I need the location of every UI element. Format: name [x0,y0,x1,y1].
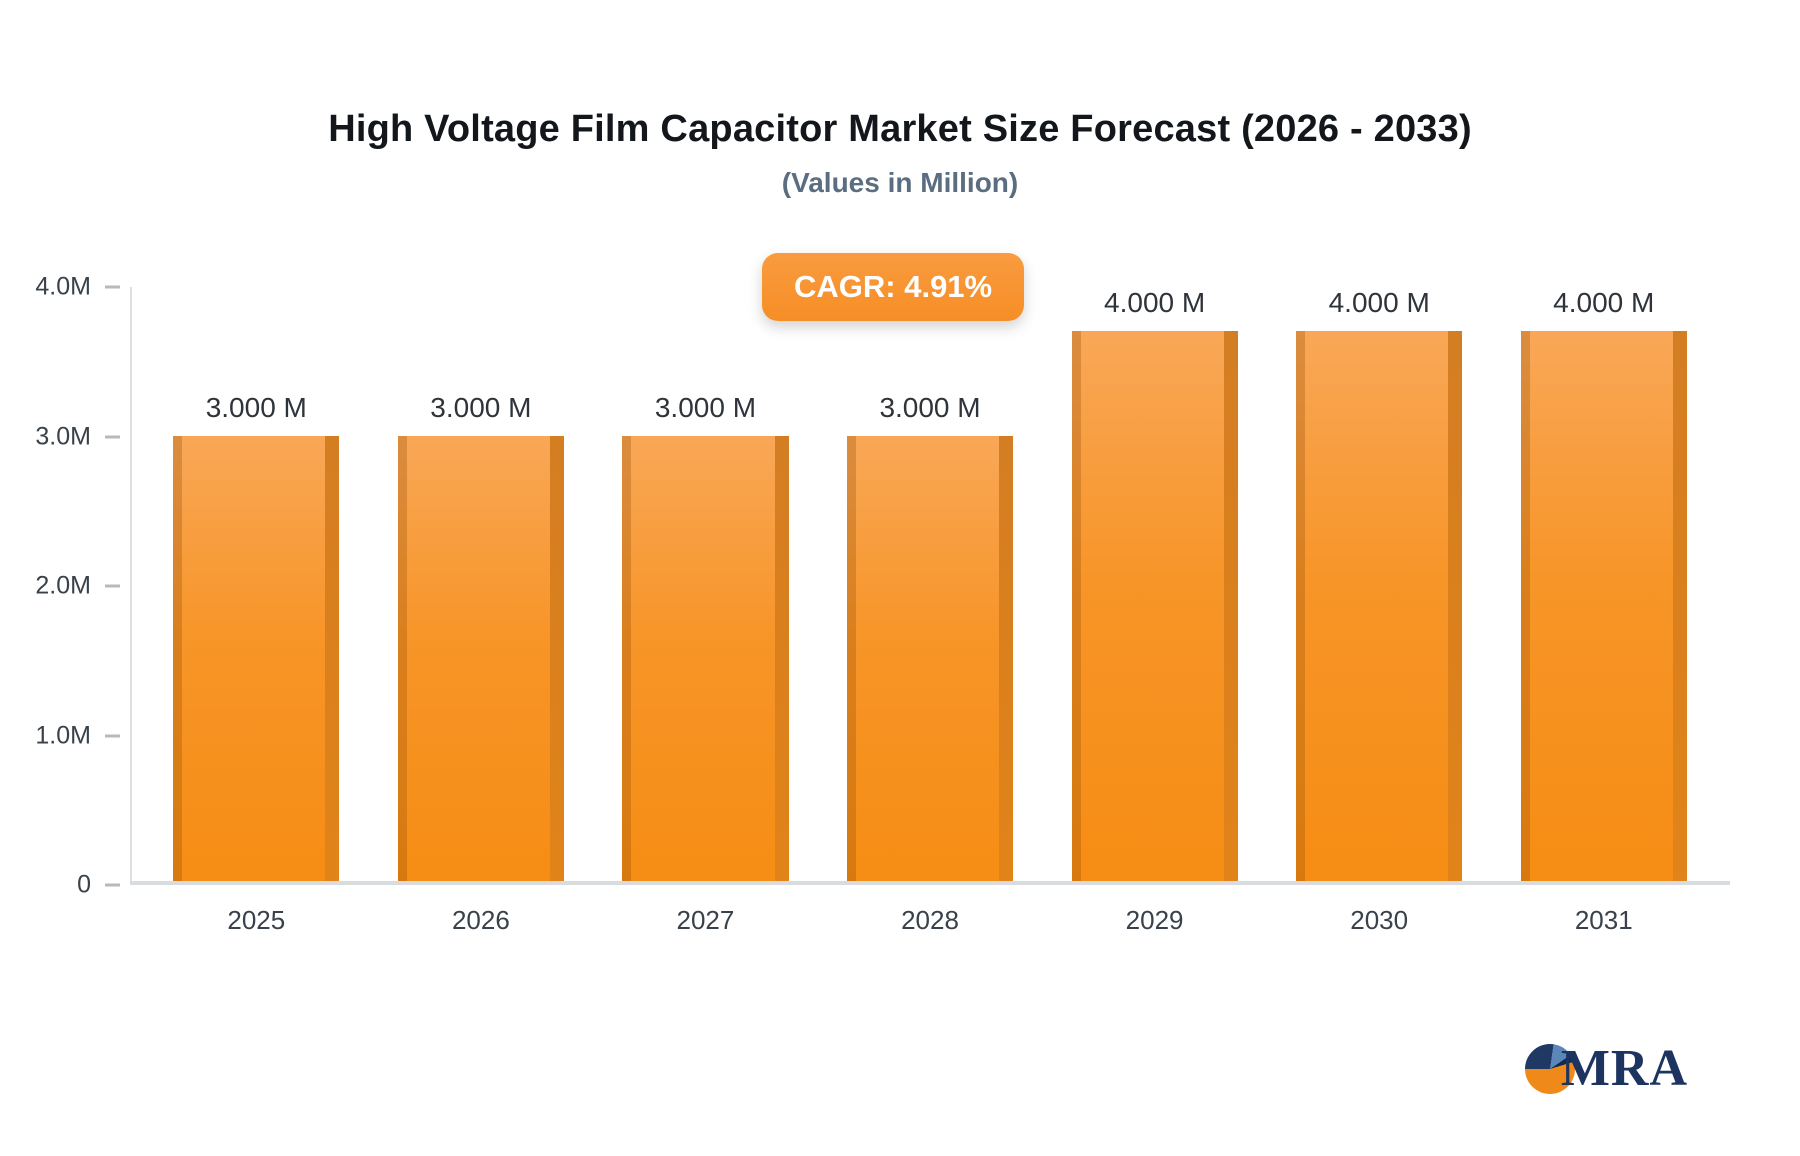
y-tick-dash [105,883,120,887]
bar-2029[interactable] [1071,331,1238,881]
bar-slot: 3.000 M [593,287,818,881]
y-tick-label: 0 [77,870,91,899]
chart-area: CAGR: 4.91% 3.000 M 3.000 M 3.000 M 3.000 M… [35,253,1730,899]
x-labels: 2025 2026 2027 2028 2029 2030 2031 [130,905,1730,936]
x-tick-label: 2026 [451,905,510,935]
bar-slot: 4.000 M [1267,287,1492,881]
y-tick-label: 3.0M [35,422,91,450]
bar-value-label: 3.000 M [654,391,757,423]
bar-slot: 3.000 M [144,287,369,881]
y-tick: 0 [10,871,130,900]
y-tick-label: 4.0M [35,272,91,301]
chart-title: High Voltage Film Capacitor Market Size … [328,108,1472,150]
x-tick-label: 2027 [676,905,735,935]
y-tick: 4.0M [10,273,130,302]
bar-value-label: 3.000 M [205,391,307,423]
bar-2031[interactable] [1520,331,1688,881]
x-tick-label: 2025 [227,905,286,935]
plot-area: 3.000 M 3.000 M 3.000 M 3.000 M 4.000 M 4.000… [130,287,1730,885]
bar-2025[interactable] [173,435,340,881]
bar-value-label: 4.000 M [1553,287,1655,318]
bar-2030[interactable] [1296,331,1463,881]
bar-slot: 4.000 M [1491,287,1716,881]
bar-2026[interactable] [397,435,565,881]
bar-value-label: 3.000 M [879,391,981,423]
y-tick-dash [105,734,120,737]
y-tick-label: 1.0M [35,721,91,749]
pie-logo-icon [1524,1043,1575,1094]
bars: 3.000 M 3.000 M 3.000 M 3.000 M 4.000 M 4.000… [130,287,1730,881]
cagr-badge: CAGR: 4.91% [762,253,1025,321]
logo-text: MRA [1560,1040,1688,1097]
bar-value-label: 4.000 M [1104,287,1206,318]
chart-subtitle: (Values in Million) [781,167,1019,198]
bar-slot: 3.000 M [369,287,594,881]
bar-slot: 3.000 M [818,287,1043,881]
bar-2027[interactable] [622,435,789,881]
y-tick-dash [105,285,120,289]
y-tick: 3.0M [10,422,130,451]
x-tick-label: 2029 [1125,905,1184,935]
bar-value-label: 4.000 M [1328,287,1430,318]
x-tick-label: 2028 [901,905,959,935]
y-tick-label: 2.0M [35,571,91,600]
bar-value-label: 3.000 M [430,391,532,423]
y-tick-dash [105,584,120,588]
bar-2028[interactable] [846,435,1014,881]
y-tick-dash [105,435,120,438]
y-tick: 2.0M [10,572,130,601]
x-tick-label: 2030 [1350,905,1409,935]
brand-logo: MRA [1524,1039,1688,1098]
bar-slot: 4.000 M [1042,287,1267,881]
x-tick-label: 2031 [1574,905,1633,935]
y-tick: 1.0M [10,721,130,750]
